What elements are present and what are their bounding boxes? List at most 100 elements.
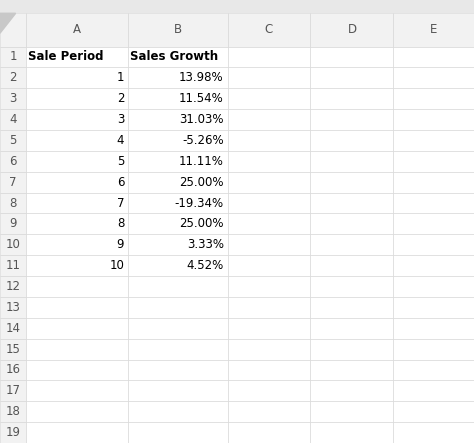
Bar [26, 13, 128, 47]
Bar [310, 214, 393, 234]
Text: 10: 10 [6, 238, 20, 251]
Bar [393, 381, 474, 401]
Bar [128, 276, 228, 297]
Bar [0, 297, 26, 318]
Bar [228, 67, 310, 88]
Text: 11.11%: 11.11% [179, 155, 224, 168]
Bar [393, 172, 474, 193]
Bar [0, 13, 26, 47]
Bar [128, 360, 228, 381]
Bar [0, 276, 26, 297]
Bar [128, 130, 228, 151]
Bar [393, 88, 474, 109]
Bar [310, 67, 393, 88]
Text: 17: 17 [6, 385, 20, 397]
Bar [310, 193, 393, 214]
Bar [393, 318, 474, 338]
Text: 1: 1 [117, 71, 124, 84]
Bar [26, 130, 128, 151]
Bar [26, 214, 128, 234]
Bar [26, 297, 128, 318]
Bar [26, 422, 128, 443]
Bar [26, 401, 128, 422]
Bar [393, 360, 474, 381]
Bar [128, 47, 228, 67]
Bar [228, 255, 310, 276]
Bar [128, 401, 228, 422]
Bar [228, 130, 310, 151]
Text: 3: 3 [9, 92, 17, 105]
Bar [128, 338, 228, 360]
Bar [228, 109, 310, 130]
Bar [128, 297, 228, 318]
Bar [393, 47, 474, 67]
Text: 6: 6 [117, 176, 124, 189]
Bar [393, 338, 474, 360]
Bar [228, 13, 310, 47]
Bar [393, 276, 474, 297]
Bar [26, 318, 128, 338]
Bar [228, 234, 310, 255]
Text: 4: 4 [9, 113, 17, 126]
Bar [128, 88, 228, 109]
Text: D: D [347, 23, 356, 36]
Bar [128, 214, 228, 234]
Bar [128, 109, 228, 130]
Bar [128, 318, 228, 338]
Text: 11: 11 [6, 259, 20, 272]
Bar [0, 214, 26, 234]
Bar [228, 47, 310, 67]
Bar [0, 47, 26, 67]
Text: 2: 2 [9, 71, 17, 84]
Text: 25.00%: 25.00% [179, 218, 224, 230]
Text: 18: 18 [6, 405, 20, 418]
Bar [0, 381, 26, 401]
Bar [0, 0, 474, 13]
Bar [228, 360, 310, 381]
Text: 3.33%: 3.33% [187, 238, 224, 251]
Bar [128, 151, 228, 172]
Bar [228, 193, 310, 214]
Bar [393, 151, 474, 172]
Bar [393, 234, 474, 255]
Text: 8: 8 [117, 218, 124, 230]
Bar [128, 67, 228, 88]
Bar [228, 338, 310, 360]
Bar [26, 276, 128, 297]
Bar [0, 422, 26, 443]
Text: 2: 2 [117, 92, 124, 105]
Bar [310, 338, 393, 360]
Bar [26, 151, 128, 172]
Text: -19.34%: -19.34% [174, 197, 224, 210]
Bar [393, 401, 474, 422]
Text: 4.52%: 4.52% [186, 259, 224, 272]
Bar [393, 214, 474, 234]
Bar [26, 234, 128, 255]
Bar [310, 130, 393, 151]
Bar [393, 422, 474, 443]
Bar [0, 193, 26, 214]
Bar [393, 130, 474, 151]
Bar [26, 172, 128, 193]
Text: 13: 13 [6, 301, 20, 314]
Bar [0, 255, 26, 276]
Bar [128, 172, 228, 193]
Bar [0, 172, 26, 193]
Text: B: B [173, 23, 182, 36]
Bar [228, 297, 310, 318]
Bar [228, 214, 310, 234]
Bar [26, 255, 128, 276]
Text: 15: 15 [6, 342, 20, 356]
Bar [310, 13, 393, 47]
Text: Sales Growth: Sales Growth [130, 51, 219, 63]
Bar [393, 13, 474, 47]
Bar [310, 401, 393, 422]
Bar [228, 172, 310, 193]
Bar [228, 151, 310, 172]
Bar [0, 130, 26, 151]
Bar [0, 360, 26, 381]
Bar [0, 88, 26, 109]
Bar [310, 318, 393, 338]
Text: 7: 7 [9, 176, 17, 189]
Bar [310, 172, 393, 193]
